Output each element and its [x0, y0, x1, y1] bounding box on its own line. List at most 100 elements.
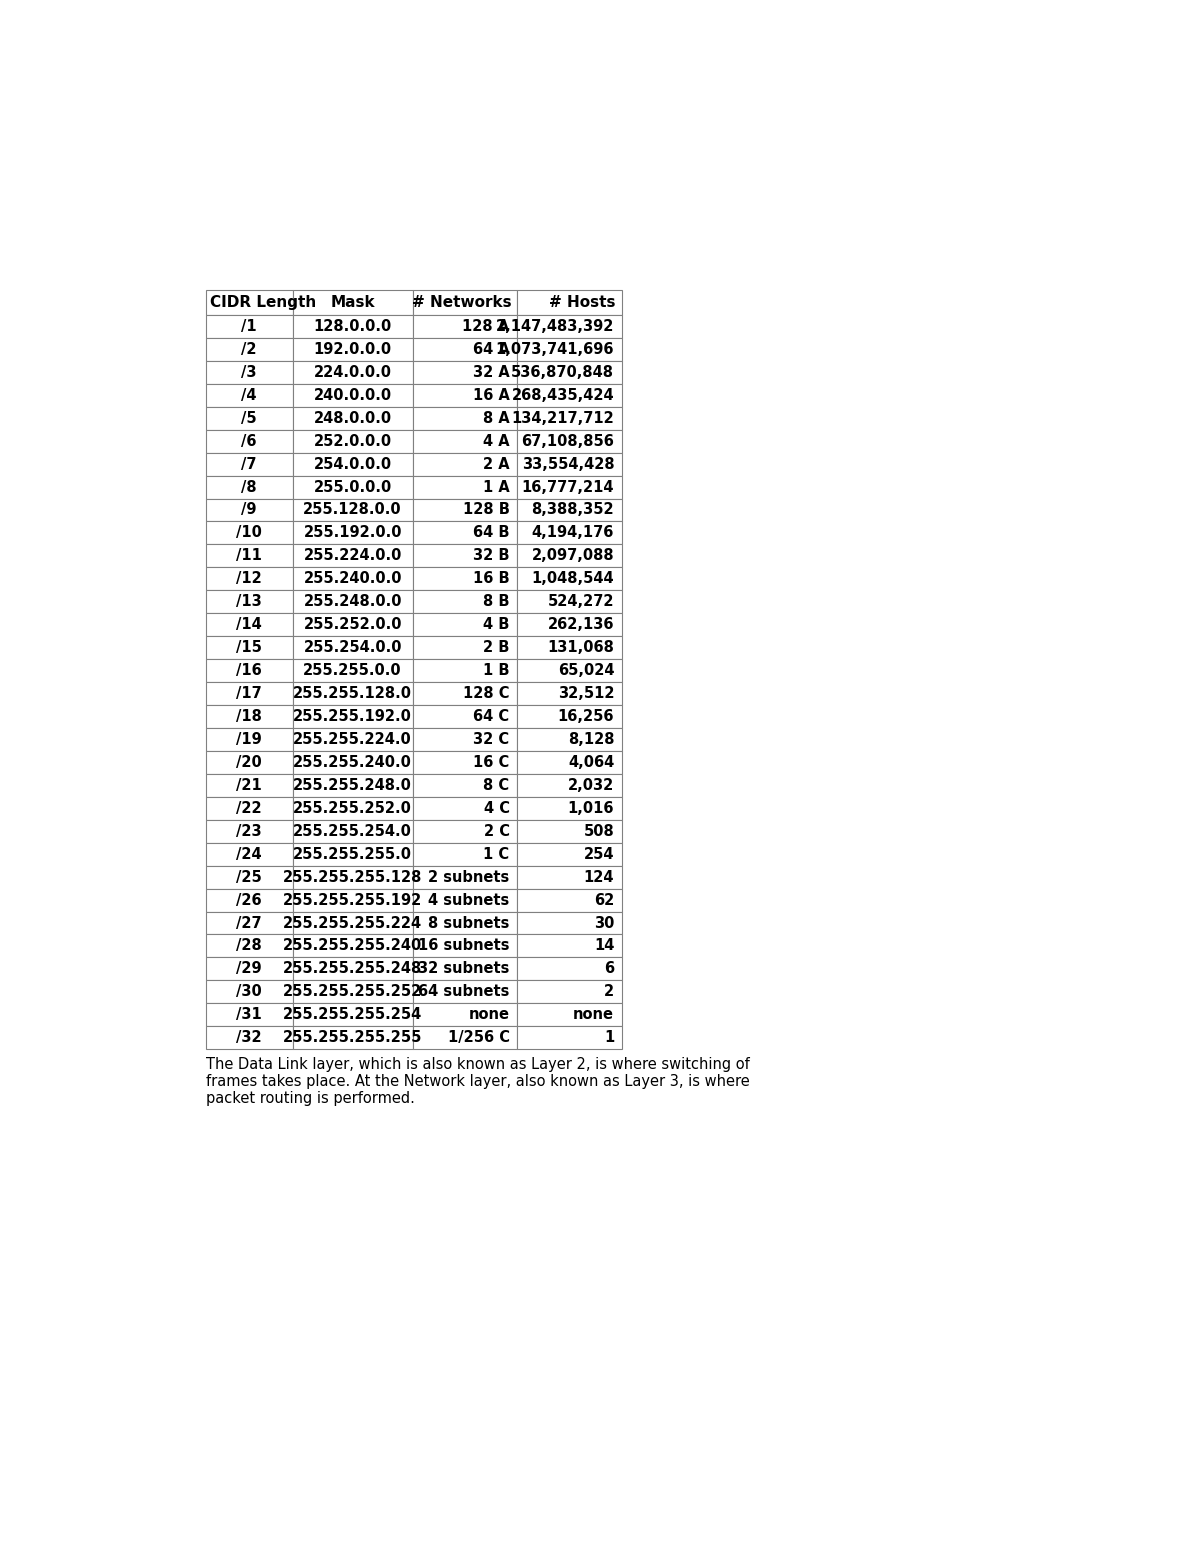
Text: 32 subnets: 32 subnets — [419, 961, 510, 977]
Bar — [293, 407, 413, 430]
Text: 240.0.0.0: 240.0.0.0 — [313, 388, 391, 402]
Text: 33,554,428: 33,554,428 — [522, 457, 614, 472]
Text: 16,256: 16,256 — [558, 710, 614, 724]
Bar — [206, 407, 293, 430]
Bar — [206, 888, 293, 912]
Bar — [413, 1003, 517, 1027]
Text: /20: /20 — [236, 755, 262, 770]
Text: /11: /11 — [236, 548, 262, 564]
Bar — [293, 682, 413, 705]
Bar — [517, 590, 622, 613]
Bar — [517, 360, 622, 384]
Bar — [293, 613, 413, 637]
Text: 254: 254 — [583, 846, 614, 862]
Text: frames takes place. At the Network layer, also known as Layer 3, is where: frames takes place. At the Network layer… — [206, 1073, 750, 1089]
Bar — [293, 1027, 413, 1050]
Text: 1,048,544: 1,048,544 — [532, 572, 614, 587]
Text: 32 A: 32 A — [473, 365, 510, 380]
Text: /28: /28 — [236, 938, 262, 954]
Bar — [206, 980, 293, 1003]
Bar — [206, 912, 293, 935]
Text: /16: /16 — [236, 663, 262, 679]
Bar — [517, 1003, 622, 1027]
Text: 65,024: 65,024 — [558, 663, 614, 679]
Bar — [206, 613, 293, 637]
Bar — [517, 912, 622, 935]
Bar — [293, 290, 413, 315]
Text: 524,272: 524,272 — [547, 595, 614, 609]
Bar — [517, 499, 622, 522]
Bar — [206, 843, 293, 865]
Text: 16 subnets: 16 subnets — [418, 938, 510, 954]
Text: 30: 30 — [594, 916, 614, 930]
Bar — [206, 475, 293, 499]
Text: 124: 124 — [583, 870, 614, 885]
Bar — [517, 522, 622, 545]
Bar — [293, 728, 413, 752]
Text: 2 A: 2 A — [482, 457, 510, 472]
Text: 128 B: 128 B — [463, 503, 510, 517]
Text: 255.255.255.248: 255.255.255.248 — [283, 961, 422, 977]
Bar — [206, 590, 293, 613]
Text: 255.255.255.128: 255.255.255.128 — [283, 870, 422, 885]
Bar — [517, 865, 622, 888]
Text: 254.0.0.0: 254.0.0.0 — [313, 457, 391, 472]
Text: 255.255.248.0: 255.255.248.0 — [293, 778, 412, 794]
Bar — [206, 752, 293, 773]
Text: 131,068: 131,068 — [547, 640, 614, 655]
Text: 6: 6 — [604, 961, 614, 977]
Text: 134,217,712: 134,217,712 — [511, 410, 614, 426]
Text: /1: /1 — [241, 318, 257, 334]
Bar — [413, 728, 517, 752]
Bar — [517, 820, 622, 843]
Bar — [206, 384, 293, 407]
Bar — [517, 958, 622, 980]
Text: 4 C: 4 C — [484, 801, 510, 815]
Bar — [517, 935, 622, 958]
Bar — [413, 452, 517, 475]
Text: 1 B: 1 B — [484, 663, 510, 679]
Bar — [517, 658, 622, 682]
Bar — [206, 315, 293, 339]
Bar — [413, 705, 517, 728]
Bar — [413, 682, 517, 705]
Bar — [517, 843, 622, 865]
Text: 67,108,856: 67,108,856 — [521, 433, 614, 449]
Bar — [413, 475, 517, 499]
Text: 8 C: 8 C — [484, 778, 510, 794]
Text: 8 A: 8 A — [482, 410, 510, 426]
Text: 252.0.0.0: 252.0.0.0 — [313, 433, 391, 449]
Text: 4 A: 4 A — [482, 433, 510, 449]
Text: 16 A: 16 A — [473, 388, 510, 402]
Bar — [206, 430, 293, 452]
Text: /30: /30 — [236, 985, 262, 1000]
Text: /26: /26 — [236, 893, 262, 907]
Text: /12: /12 — [236, 572, 262, 587]
Bar — [206, 705, 293, 728]
Bar — [413, 888, 517, 912]
Text: 2,032: 2,032 — [568, 778, 614, 794]
Bar — [517, 728, 622, 752]
Text: 2: 2 — [604, 985, 614, 1000]
Bar — [413, 1027, 517, 1050]
Text: 64 subnets: 64 subnets — [419, 985, 510, 1000]
Text: /29: /29 — [236, 961, 262, 977]
Bar — [517, 797, 622, 820]
Bar — [413, 384, 517, 407]
Text: The Data Link layer, which is also known as Layer 2, is where switching of: The Data Link layer, which is also known… — [206, 1058, 750, 1072]
Bar — [293, 865, 413, 888]
Text: /5: /5 — [241, 410, 257, 426]
Text: 4 B: 4 B — [484, 617, 510, 632]
Text: 128 A: 128 A — [462, 318, 510, 334]
Bar — [517, 613, 622, 637]
Text: 1 A: 1 A — [482, 480, 510, 494]
Text: 1: 1 — [604, 1030, 614, 1045]
Text: /14: /14 — [236, 617, 262, 632]
Text: 255.128.0.0: 255.128.0.0 — [304, 503, 402, 517]
Bar — [413, 522, 517, 545]
Bar — [206, 865, 293, 888]
Bar — [206, 567, 293, 590]
Text: /9: /9 — [241, 503, 257, 517]
Text: # Networks: # Networks — [412, 295, 511, 311]
Bar — [293, 658, 413, 682]
